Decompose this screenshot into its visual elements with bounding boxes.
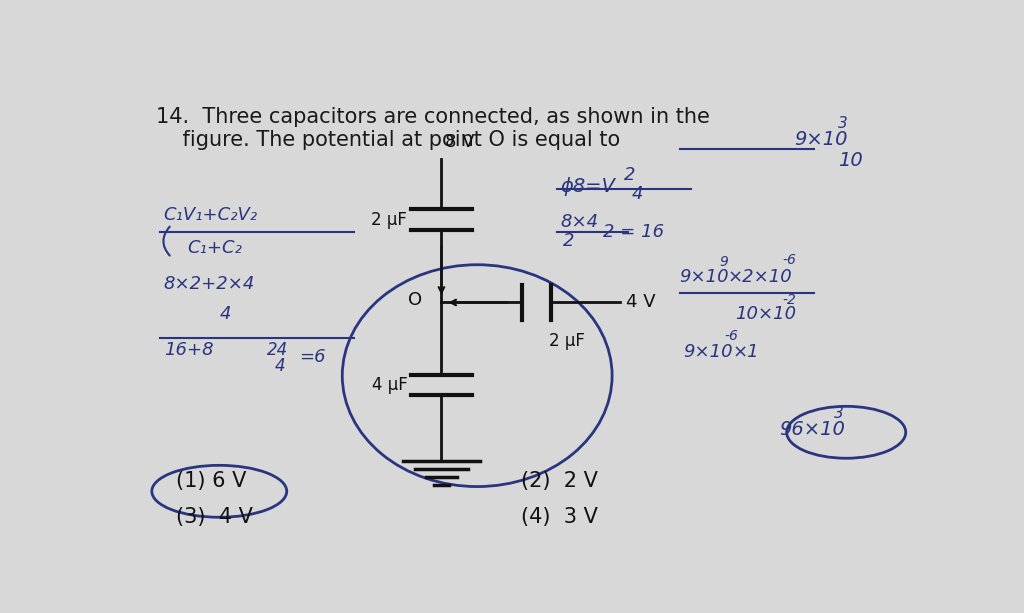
Text: 2 = 16: 2 = 16 <box>602 223 664 241</box>
Text: 2: 2 <box>563 232 574 250</box>
Text: C₁V₁+C₂V₂: C₁V₁+C₂V₂ <box>164 206 258 224</box>
Text: ×1: ×1 <box>733 343 760 361</box>
Text: (1) 6 V: (1) 6 V <box>176 471 246 491</box>
Text: 3: 3 <box>835 406 844 421</box>
Text: 96×10: 96×10 <box>778 421 845 440</box>
Text: (3)  4 V: (3) 4 V <box>176 507 253 527</box>
Text: 10×10: 10×10 <box>735 305 797 323</box>
Text: (2)  2 V: (2) 2 V <box>521 471 598 491</box>
Text: 4 V: 4 V <box>627 294 656 311</box>
Text: 3: 3 <box>839 116 848 131</box>
Text: =6: =6 <box>299 348 326 366</box>
Text: -2: -2 <box>782 293 797 307</box>
Text: -6: -6 <box>725 329 738 343</box>
Text: ϕ8=V: ϕ8=V <box>560 177 615 196</box>
Text: O: O <box>408 291 422 309</box>
Text: 2: 2 <box>624 166 636 184</box>
Text: 24: 24 <box>267 341 288 359</box>
Text: C₁+C₂: C₁+C₂ <box>187 239 243 257</box>
Text: 14.  Three capacitors are connected, as shown in the
    figure. The potential a: 14. Three capacitors are connected, as s… <box>156 107 710 150</box>
Text: 8×2+2×4: 8×2+2×4 <box>164 275 255 292</box>
Text: 4 μF: 4 μF <box>372 376 408 394</box>
Text: 4: 4 <box>219 305 230 323</box>
Text: 8×4: 8×4 <box>560 213 599 231</box>
Text: 10: 10 <box>839 151 863 170</box>
Text: 9×10: 9×10 <box>684 343 733 361</box>
Text: ×2×10: ×2×10 <box>727 267 792 286</box>
Text: 2 μF: 2 μF <box>372 211 408 229</box>
Text: 16+8: 16+8 <box>164 341 213 359</box>
Text: 9×10: 9×10 <box>680 267 729 286</box>
Text: 8 V: 8 V <box>445 134 475 151</box>
Text: -6: -6 <box>782 253 797 267</box>
Text: 4: 4 <box>274 357 286 375</box>
Text: 4: 4 <box>632 185 643 203</box>
Text: 2 μF: 2 μF <box>549 332 585 350</box>
Text: (4)  3 V: (4) 3 V <box>521 507 598 527</box>
Text: 9: 9 <box>719 256 728 269</box>
Text: 9×10: 9×10 <box>795 130 848 149</box>
